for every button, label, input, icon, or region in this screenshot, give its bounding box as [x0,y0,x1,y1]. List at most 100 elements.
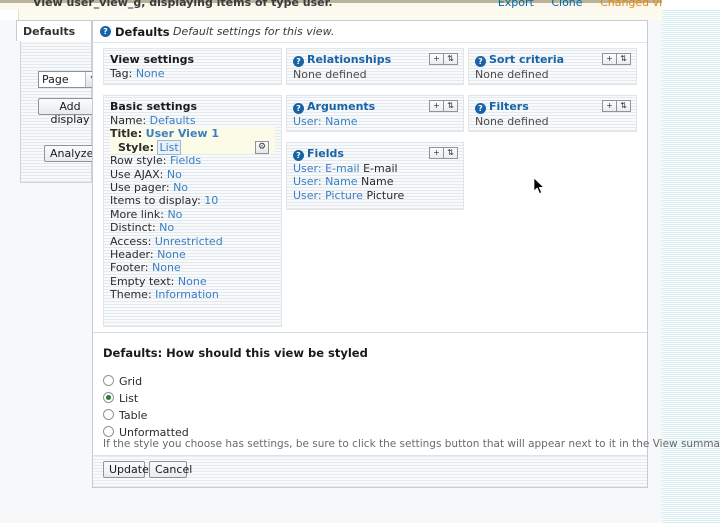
help-question-icon[interactable]: ? [475,103,486,114]
row-label: Use AJAX: [110,167,164,181]
add-relationship-button[interactable]: + [429,53,444,65]
rearrange-filters-button[interactable]: ⇅ [616,100,631,112]
relationships-box: ? Relationships None defined + ⇅ [286,48,464,85]
row-value[interactable]: Information [155,288,219,302]
row-label: Distinct: [110,221,156,235]
row-value: Name [325,115,358,128]
export-link[interactable]: Export [497,0,534,9]
form-actions-bar: Update Cancel [93,455,647,487]
help-question-icon[interactable]: ? [475,56,486,67]
analyze-button[interactable]: Analyze [44,145,95,162]
basic-row-items-to-display: Items to display: 10 [110,194,281,207]
arguments-row-user-name[interactable]: User: Name [293,115,457,128]
row-value[interactable]: No [166,167,182,181]
row-label: Style: [118,140,154,154]
relationships-empty-text: None defined [293,68,367,81]
row-value: Picture [325,188,363,202]
sort-criteria-title-label: Sort criteria [489,53,565,66]
fields-row-picture[interactable]: User: Picture Picture [293,189,457,202]
changed-view-link[interactable]: Changed view [600,0,678,9]
sort-criteria-box: ? Sort criteria None defined + ⇅ [468,48,637,85]
filters-title-label: Filters [489,100,529,113]
radio-option-grid[interactable]: Grid [103,374,142,389]
basic-row-theme: Theme: Information [110,288,281,301]
display-type-value: Page [42,73,69,86]
sidebar-item-defaults[interactable]: Defaults [16,20,92,41]
row-value[interactable]: None [177,274,207,288]
row-extra: Name [361,175,394,189]
arguments-title-label: Arguments [307,100,376,113]
style-settings-gear-icon[interactable]: ⚙ [255,140,269,154]
clone-link[interactable]: Clone [551,0,583,9]
help-question-icon[interactable]: ? [293,103,304,114]
basic-row-footer: Footer: None [110,261,281,274]
add-display-button[interactable]: Add display [38,98,102,126]
add-field-button[interactable]: + [429,147,444,159]
radio-option-list[interactable]: List [103,391,138,406]
arguments-title[interactable]: ? Arguments [293,100,457,114]
arguments-tools: + ⇅ [429,100,458,112]
row-label: Row style: [110,154,167,168]
row-value[interactable]: Defaults [149,114,196,127]
row-value[interactable]: User View 1 [145,127,220,141]
page-subtitle: Default settings for this view. [173,25,335,38]
row-label: Header: [110,248,154,262]
help-question-icon[interactable]: ? [100,26,111,37]
displays-sidebar: Defaults Page ▼ Add display Analyze [16,20,102,183]
row-label: More link: [110,207,164,221]
fields-row-name[interactable]: User: Name Name [293,175,457,188]
fields-row-email[interactable]: User: E-mail E-mail [293,162,457,175]
fields-title[interactable]: ? Fields [293,147,457,161]
fields-box: ? Fields User: E-mail E-mail User: Name N… [286,142,464,210]
add-sort-button[interactable]: + [602,53,617,65]
view-action-links: Export Clone Changed view [484,0,678,9]
add-argument-button[interactable]: + [429,100,444,112]
rearrange-fields-button[interactable]: ⇅ [443,147,458,159]
relationships-title-label: Relationships [307,53,392,66]
row-value[interactable]: None [152,261,181,275]
row-value[interactable]: None [135,67,165,80]
view-edit-panel: ? Defaults Default settings for this vie… [92,20,720,488]
basic-settings-title: Basic settings [110,100,198,113]
row-value[interactable]: List [157,139,181,155]
cancel-button[interactable]: Cancel [149,461,192,478]
radio-option-unformatted[interactable]: Unformatted [103,425,189,440]
radio-label: List [119,392,139,405]
radio-label: Table [119,409,148,422]
rearrange-arguments-button[interactable]: ⇅ [443,100,458,112]
radio-icon[interactable] [103,375,114,386]
radio-icon-selected[interactable] [103,392,114,403]
row-value[interactable]: No [159,221,175,235]
row-value[interactable]: No [173,181,189,195]
radio-icon[interactable] [103,426,114,437]
chrome-divider-line [0,0,720,3]
sort-criteria-title[interactable]: ? Sort criteria [475,53,630,67]
relationships-title[interactable]: ? Relationships [293,53,457,67]
filters-empty-text: None defined [475,115,549,128]
help-question-icon[interactable]: ? [293,150,304,161]
row-value[interactable]: 10 [204,194,219,208]
row-label: Use pager: [110,181,170,195]
filters-title[interactable]: ? Filters [475,100,630,114]
row-value[interactable]: None [157,248,186,262]
row-label: User: [293,115,322,128]
basic-row-header: Header: None [110,248,281,261]
row-label: Name: [110,114,147,127]
fields-tools: + ⇅ [429,147,458,159]
row-label: Tag: [110,67,133,80]
radio-icon[interactable] [103,409,114,420]
row-value: Name [325,175,358,189]
row-value[interactable]: Fields [169,154,202,168]
update-button[interactable]: Update [103,461,149,478]
add-filter-button[interactable]: + [602,100,617,112]
basic-settings-box: Basic settings Name: Defaults Title: Use… [103,95,282,327]
rearrange-sort-button[interactable]: ⇅ [616,53,631,65]
row-value[interactable]: Unrestricted [154,234,223,248]
row-value[interactable]: No [167,207,183,221]
form-title: Defaults: How should this view be styled [103,346,368,360]
desktop-pattern-filler [662,10,720,523]
radio-option-table[interactable]: Table [103,408,147,423]
rearrange-relationships-button[interactable]: ⇅ [443,53,458,65]
right-filler-top [662,0,720,10]
help-question-icon[interactable]: ? [293,56,304,67]
